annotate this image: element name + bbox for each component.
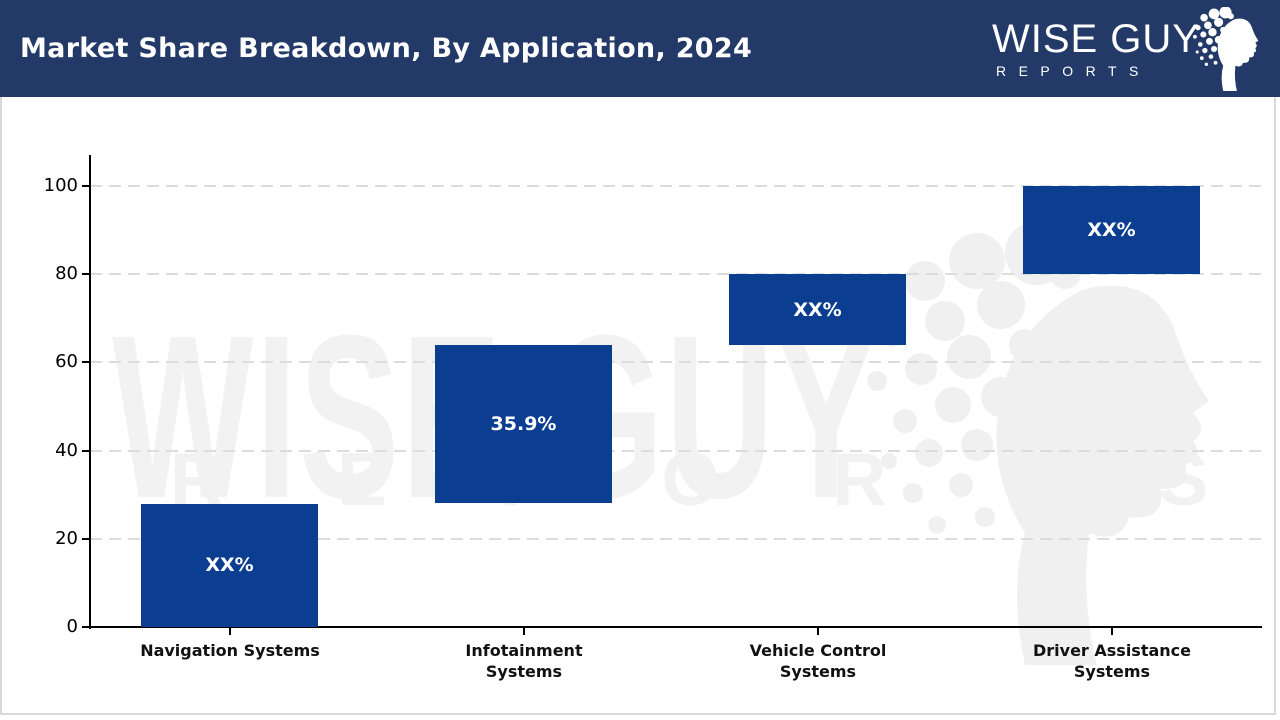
x-tick-label: Vehicle Control Systems — [749, 641, 887, 681]
gridline — [90, 537, 1262, 540]
y-tick-label: 60 — [55, 351, 78, 373]
y-tick-label: 80 — [55, 263, 78, 285]
brand-logo: WISE GUY REPORTS — [992, 5, 1270, 93]
gridline — [90, 449, 1262, 452]
gridline — [90, 361, 1262, 364]
y-tick-label: 40 — [55, 439, 78, 461]
y-tick-mark — [82, 449, 89, 452]
x-tick-label: Navigation Systems — [140, 641, 320, 660]
x-tick-label: Infotainment Systems — [465, 641, 583, 681]
bar — [435, 345, 612, 503]
watermark-face-graphic — [867, 225, 1209, 665]
y-tick-mark — [82, 273, 89, 276]
bar-value-label: XX% — [1087, 219, 1136, 241]
x-tick-mark — [229, 628, 231, 635]
y-axis-line — [89, 155, 91, 629]
brand-logo-text: WISE GUY REPORTS — [992, 19, 1200, 79]
brand-name: WISE GUY — [991, 17, 1200, 61]
gridline — [90, 273, 1262, 276]
y-tick-mark — [82, 185, 89, 187]
y-tick-mark — [82, 361, 89, 364]
y-tick-label: 20 — [55, 527, 78, 549]
x-tick-mark — [817, 628, 819, 635]
y-tick-label: 0 — [66, 616, 78, 637]
bar-value-label: XX% — [205, 554, 254, 576]
bar-value-label: 35.9% — [490, 413, 557, 435]
gridline — [90, 185, 1262, 187]
x-tick-mark — [523, 628, 525, 635]
y-tick-mark — [82, 537, 89, 540]
brand-subname: REPORTS — [995, 63, 1151, 79]
bar — [729, 274, 906, 345]
bar-value-label: XX% — [793, 299, 842, 321]
x-tick-label: Driver Assistance Systems — [1032, 641, 1191, 681]
y-tick-label: 100 — [43, 175, 78, 196]
x-axis-line — [87, 626, 1262, 628]
brand-face-icon — [1193, 7, 1259, 91]
bar — [141, 504, 318, 627]
header-banner: Market Share Breakdown, By Application, … — [0, 0, 1280, 97]
y-tick-mark — [82, 626, 89, 628]
page-title: Market Share Breakdown, By Application, … — [20, 33, 753, 64]
x-tick-mark — [1111, 628, 1113, 635]
bar — [1023, 186, 1200, 274]
